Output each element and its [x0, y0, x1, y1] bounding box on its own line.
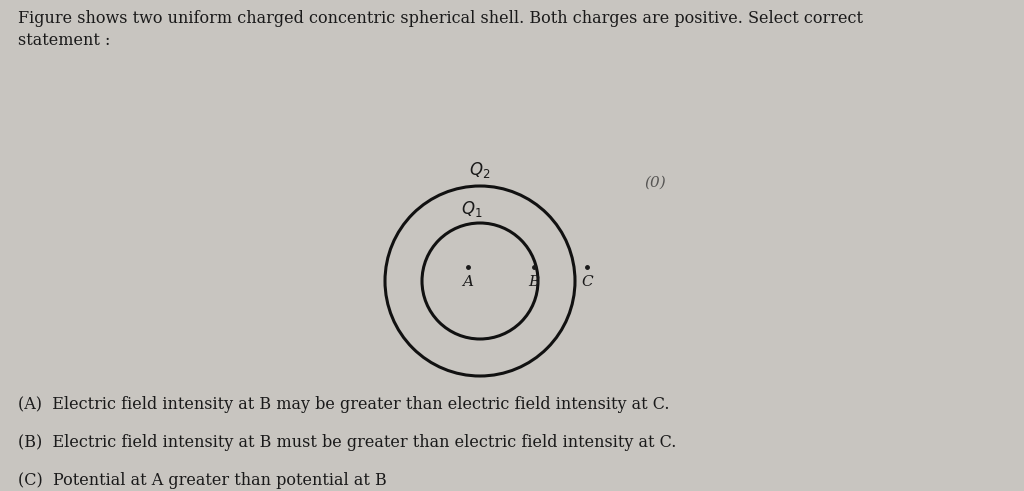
Text: statement :: statement : [18, 32, 111, 49]
Text: C: C [582, 275, 593, 289]
Text: Figure shows two uniform charged concentric spherical shell. Both charges are po: Figure shows two uniform charged concent… [18, 10, 863, 27]
Text: (A)  Electric field intensity at B may be greater than electric field intensity : (A) Electric field intensity at B may be… [18, 396, 670, 413]
Text: (0): (0) [644, 176, 666, 190]
Text: B: B [528, 275, 540, 289]
Text: $Q_2$: $Q_2$ [469, 160, 490, 180]
Text: A: A [463, 275, 473, 289]
Text: $Q_1$: $Q_1$ [461, 199, 482, 219]
Text: (B)  Electric field intensity at B must be greater than electric field intensity: (B) Electric field intensity at B must b… [18, 434, 677, 451]
Text: (C)  Potential at A greater than potential at B: (C) Potential at A greater than potentia… [18, 472, 387, 489]
